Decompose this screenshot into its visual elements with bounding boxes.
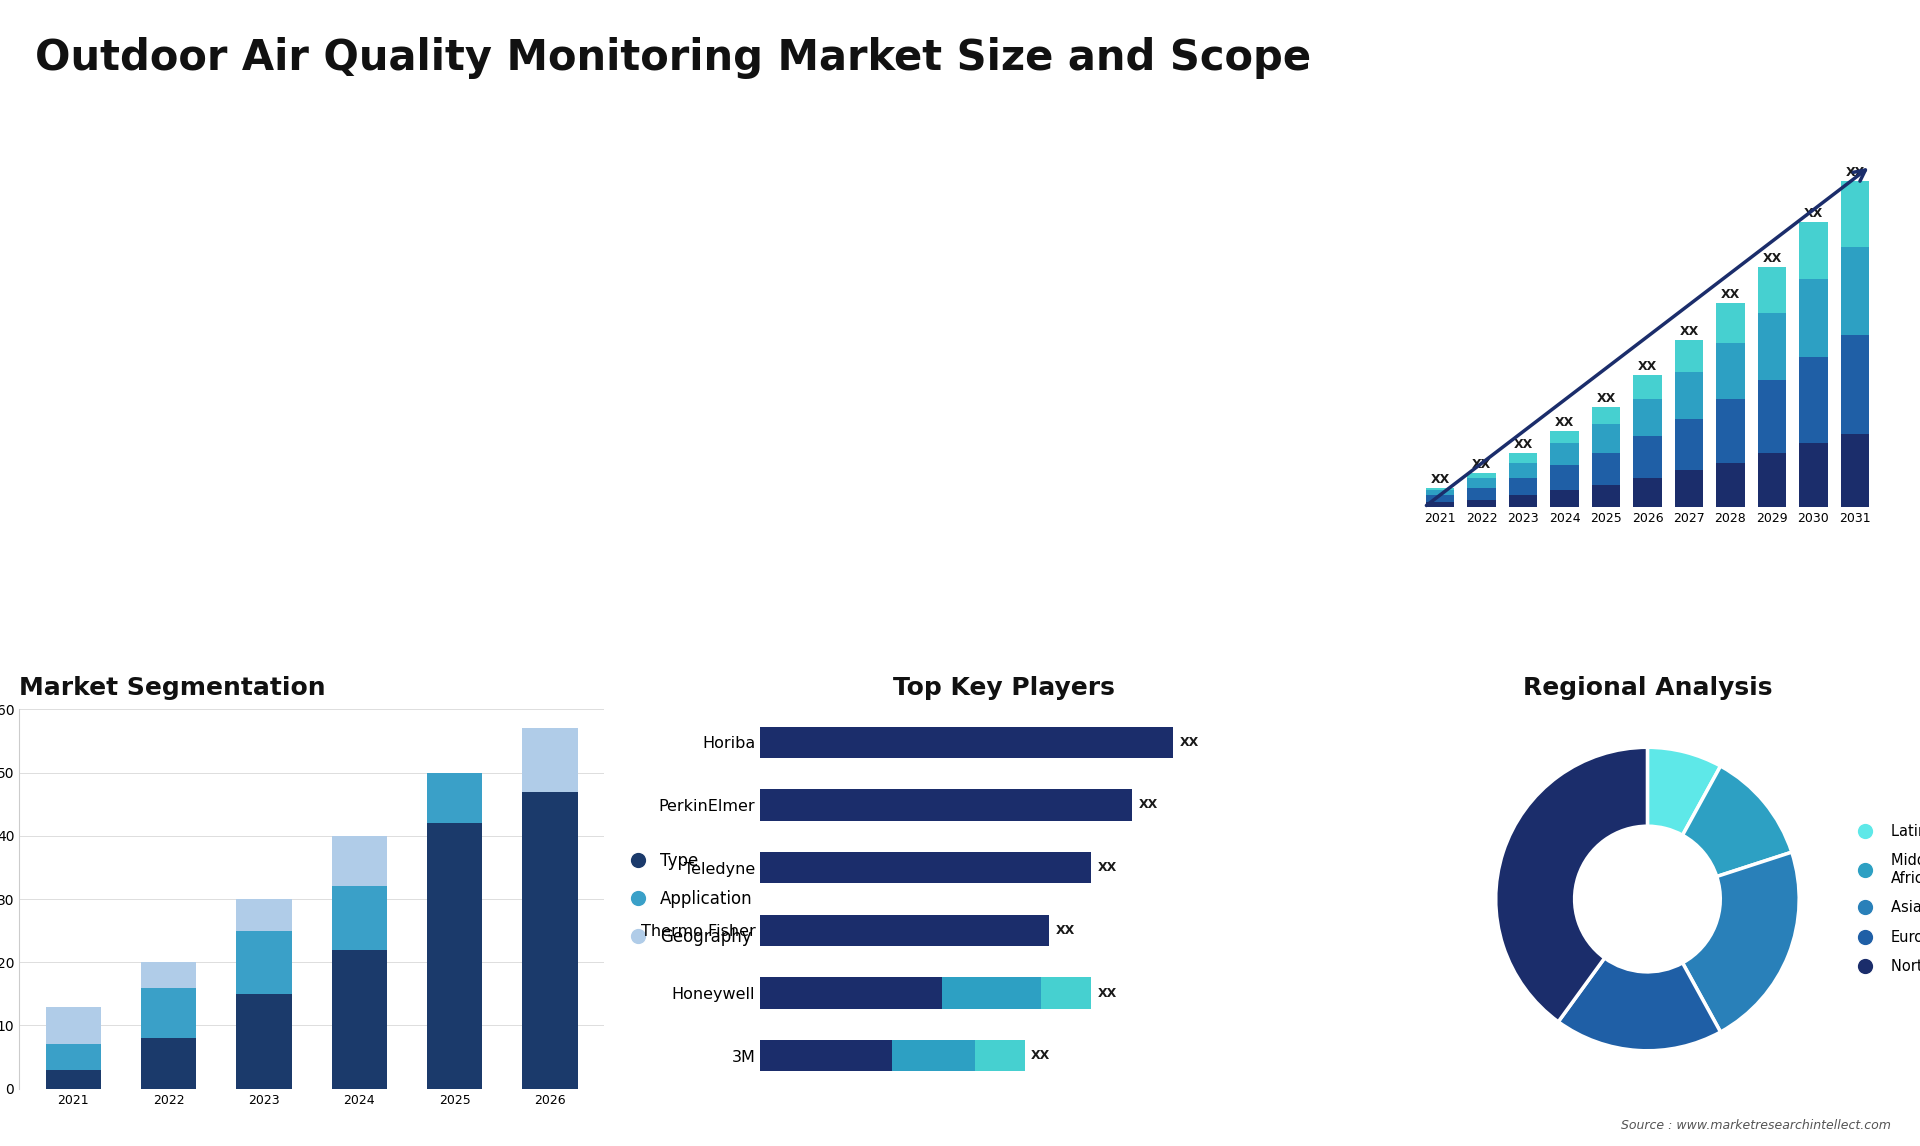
Bar <box>1509 463 1538 478</box>
Text: Market Segmentation: Market Segmentation <box>19 676 326 700</box>
Bar <box>1509 478 1538 495</box>
Bar <box>1674 418 1703 470</box>
Bar <box>1592 424 1620 453</box>
Bar <box>1467 500 1496 508</box>
Bar <box>46 1069 102 1089</box>
Bar <box>760 1041 893 1072</box>
Text: XX: XX <box>1596 392 1615 405</box>
Bar <box>140 963 196 988</box>
Bar <box>1592 485 1620 508</box>
Text: XX: XX <box>1555 416 1574 429</box>
Bar <box>1427 487 1453 490</box>
Bar <box>1841 248 1868 336</box>
Bar <box>1634 435 1661 478</box>
Text: XX: XX <box>1513 438 1532 452</box>
Bar <box>760 978 943 1008</box>
Bar <box>1799 444 1828 508</box>
Text: XX: XX <box>1763 252 1782 265</box>
Text: XX: XX <box>1803 207 1824 220</box>
Bar <box>893 1041 975 1072</box>
Bar <box>1467 473 1496 478</box>
Bar <box>1716 343 1745 399</box>
Bar <box>1799 358 1828 444</box>
Bar <box>1716 304 1745 343</box>
Bar <box>1509 453 1538 463</box>
Text: XX: XX <box>1720 289 1740 301</box>
Bar <box>1759 453 1786 508</box>
Title: Regional Analysis: Regional Analysis <box>1523 676 1772 700</box>
Bar <box>760 790 1133 821</box>
Bar <box>1427 502 1453 508</box>
Wedge shape <box>1559 958 1720 1051</box>
Text: XX: XX <box>1139 799 1158 811</box>
Wedge shape <box>1682 853 1799 1033</box>
Bar <box>1634 375 1661 399</box>
Bar <box>943 978 1041 1008</box>
Title: Top Key Players: Top Key Players <box>893 676 1116 700</box>
Text: XX: XX <box>1473 458 1492 471</box>
Bar <box>1041 978 1091 1008</box>
Bar <box>1841 181 1868 248</box>
Bar <box>1634 399 1661 435</box>
Bar <box>236 994 292 1089</box>
Text: XX: XX <box>1845 166 1864 179</box>
Text: XX: XX <box>1056 924 1075 937</box>
Bar <box>1509 495 1538 508</box>
Text: XX: XX <box>1680 325 1699 338</box>
Bar <box>760 851 1091 884</box>
Bar <box>522 729 578 792</box>
Text: XX: XX <box>1430 472 1450 486</box>
Bar <box>1674 372 1703 418</box>
Bar <box>975 1041 1025 1072</box>
Bar <box>1427 495 1453 502</box>
Text: XX: XX <box>1181 736 1200 748</box>
Text: Source : www.marketresearchintellect.com: Source : www.marketresearchintellect.com <box>1620 1120 1891 1132</box>
Bar <box>1467 487 1496 500</box>
Bar <box>236 931 292 994</box>
Bar <box>236 898 292 931</box>
Legend: Latin America, Middle East &
Africa, Asia Pacific, Europe, North America: Latin America, Middle East & Africa, Asi… <box>1845 818 1920 980</box>
Text: XX: XX <box>1638 360 1657 372</box>
Bar <box>522 792 578 1089</box>
Bar <box>1549 490 1578 508</box>
Bar <box>426 772 482 823</box>
Bar <box>1716 463 1745 508</box>
Bar <box>1549 431 1578 444</box>
Bar <box>332 886 388 950</box>
Bar <box>332 835 388 886</box>
Bar <box>46 1044 102 1069</box>
Bar <box>1716 399 1745 463</box>
Bar <box>1634 478 1661 508</box>
Wedge shape <box>1682 766 1791 877</box>
Bar <box>1674 340 1703 372</box>
Bar <box>1759 379 1786 453</box>
Bar <box>1799 222 1828 278</box>
Bar <box>1759 267 1786 313</box>
Bar <box>332 950 388 1089</box>
Text: Outdoor Air Quality Monitoring Market Size and Scope: Outdoor Air Quality Monitoring Market Si… <box>35 37 1311 79</box>
Text: XX: XX <box>1098 861 1117 874</box>
Bar <box>1799 278 1828 358</box>
Bar <box>140 1038 196 1089</box>
Bar <box>760 915 1050 947</box>
Bar <box>1549 465 1578 490</box>
Bar <box>1592 453 1620 485</box>
Text: XX: XX <box>1031 1050 1050 1062</box>
Bar <box>1841 433 1868 508</box>
Wedge shape <box>1647 747 1720 835</box>
Bar <box>1467 478 1496 487</box>
Text: XX: XX <box>1098 987 1117 999</box>
Bar <box>1427 490 1453 495</box>
Bar <box>1674 470 1703 508</box>
Bar <box>140 988 196 1038</box>
Bar <box>1592 407 1620 424</box>
Bar <box>1841 336 1868 433</box>
Bar <box>1759 313 1786 379</box>
Bar <box>46 1006 102 1044</box>
Bar <box>760 727 1173 758</box>
Legend: Type, Application, Geography: Type, Application, Geography <box>630 851 753 947</box>
Wedge shape <box>1496 747 1647 1022</box>
Bar <box>426 823 482 1089</box>
Bar <box>1549 444 1578 465</box>
